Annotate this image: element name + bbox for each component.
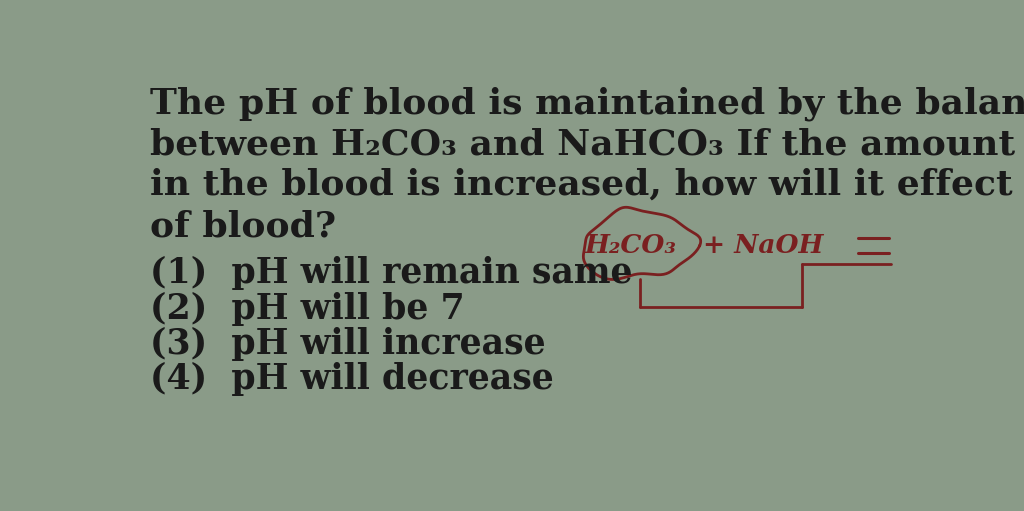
Text: (4)  pH will decrease: (4) pH will decrease	[150, 362, 553, 397]
Text: (2)  pH will be 7: (2) pH will be 7	[150, 292, 465, 326]
Text: between H₂CO₃ and NaHCO₃ If the amount of CO₂: between H₂CO₃ and NaHCO₃ If the amount o…	[150, 128, 1024, 161]
Text: H₂CO₃: H₂CO₃	[585, 233, 676, 258]
Text: The pH of blood is maintained by the balance: The pH of blood is maintained by the bal…	[150, 87, 1024, 121]
Text: of blood?: of blood?	[150, 209, 336, 243]
Text: (1)  pH will remain same: (1) pH will remain same	[150, 256, 632, 290]
Text: + NaOH: + NaOH	[703, 233, 823, 258]
Text: (3)  pH will increase: (3) pH will increase	[150, 327, 546, 361]
Text: in the blood is increased, how will it effect the pH: in the blood is increased, how will it e…	[150, 168, 1024, 202]
